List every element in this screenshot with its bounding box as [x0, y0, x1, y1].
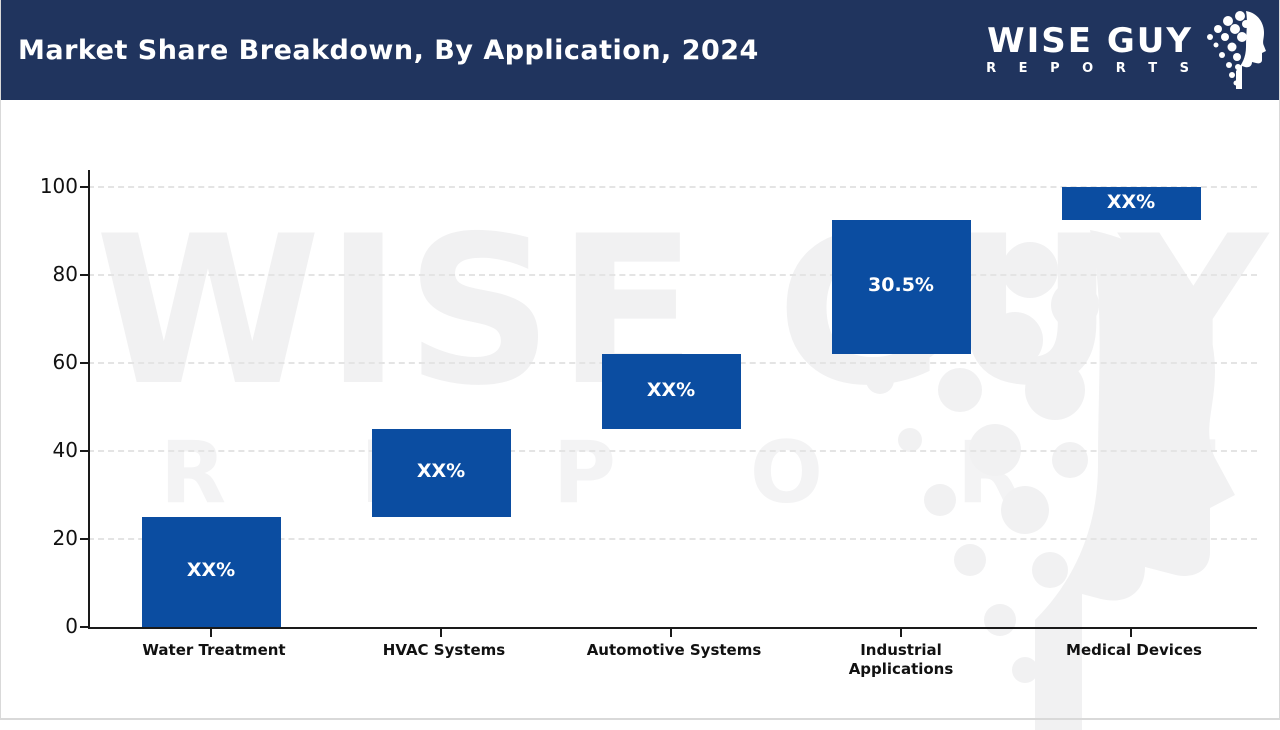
x-tick-label-hvac-systems: HVAC Systems	[382, 641, 506, 659]
y-tick-mark-80	[80, 274, 88, 276]
x-tick-mark-industrial-applications	[900, 629, 902, 637]
x-tick-label-automotive-systems: Automotive Systems	[586, 641, 762, 659]
bar-value-label-automotive-systems: XX%	[646, 378, 696, 401]
bar-industrial-applications	[831, 220, 971, 355]
x-tick-mark-medical-devices	[1130, 629, 1132, 637]
watermark-head-icon	[866, 230, 1235, 730]
bar-medical-devices	[1061, 187, 1201, 220]
x-tick-label-medical-devices: Medical Devices	[1066, 641, 1202, 659]
y-tick-label-20: 20	[52, 526, 78, 550]
gridline-y-40	[88, 450, 1257, 452]
brand-subtitle: R E P O R T S	[986, 61, 1198, 76]
watermark-reports: R E P O R T S	[160, 423, 1280, 523]
bar-value-label-industrial-applications: 30.5%	[868, 274, 934, 297]
y-tick-label-60: 60	[52, 350, 78, 374]
y-tick-mark-40	[80, 450, 88, 452]
brand-logo: WISE GUY R E P O R T S	[982, 7, 1280, 93]
brand-name: WISE GUY	[987, 21, 1193, 61]
gridline-y-100	[88, 186, 1257, 188]
y-tick-label-40: 40	[52, 438, 78, 462]
chart-title: Market Share Breakdown, By Application, …	[18, 34, 759, 66]
y-tick-label-0: 0	[65, 614, 78, 638]
bar-value-label-hvac-systems: XX%	[416, 460, 466, 482]
x-tick-mark-water-treatment	[210, 629, 212, 637]
bar-hvac-systems	[371, 429, 511, 517]
x-tick-mark-automotive-systems	[670, 629, 672, 637]
brand-logo-text: WISE GUY R E P O R T S	[982, 24, 1198, 76]
x-axis	[88, 627, 1257, 629]
bar-value-label-medical-devices: XX%	[1106, 190, 1156, 213]
brand-head-icon	[1207, 11, 1266, 89]
gridline-y-20	[88, 538, 1257, 540]
bar-value-label-water-treatment: XX%	[186, 559, 236, 581]
y-tick-mark-100	[80, 186, 88, 188]
y-tick-mark-20	[80, 538, 88, 540]
x-tick-mark-hvac-systems	[440, 629, 442, 637]
y-tick-mark-60	[80, 362, 88, 364]
y-axis	[88, 170, 90, 629]
x-tick-label-industrial-applications: Industrial Applications	[848, 641, 954, 678]
header-bar: Market Share Breakdown, By Application, …	[0, 0, 1280, 100]
gridline-y-80	[88, 274, 1257, 276]
bar-water-treatment	[141, 517, 281, 627]
y-tick-mark-0	[80, 626, 88, 628]
y-tick-label-100: 100	[39, 174, 78, 198]
chart-area: WISE GUY R E P O R T S 0 20 40 60 80 100 XX% Wa…	[0, 100, 1280, 730]
watermark-wiseguy: WISE GUY	[95, 193, 1272, 431]
y-tick-label-80: 80	[52, 262, 78, 286]
bar-automotive-systems	[601, 354, 741, 429]
x-tick-label-water-treatment: Water Treatment	[142, 641, 286, 659]
